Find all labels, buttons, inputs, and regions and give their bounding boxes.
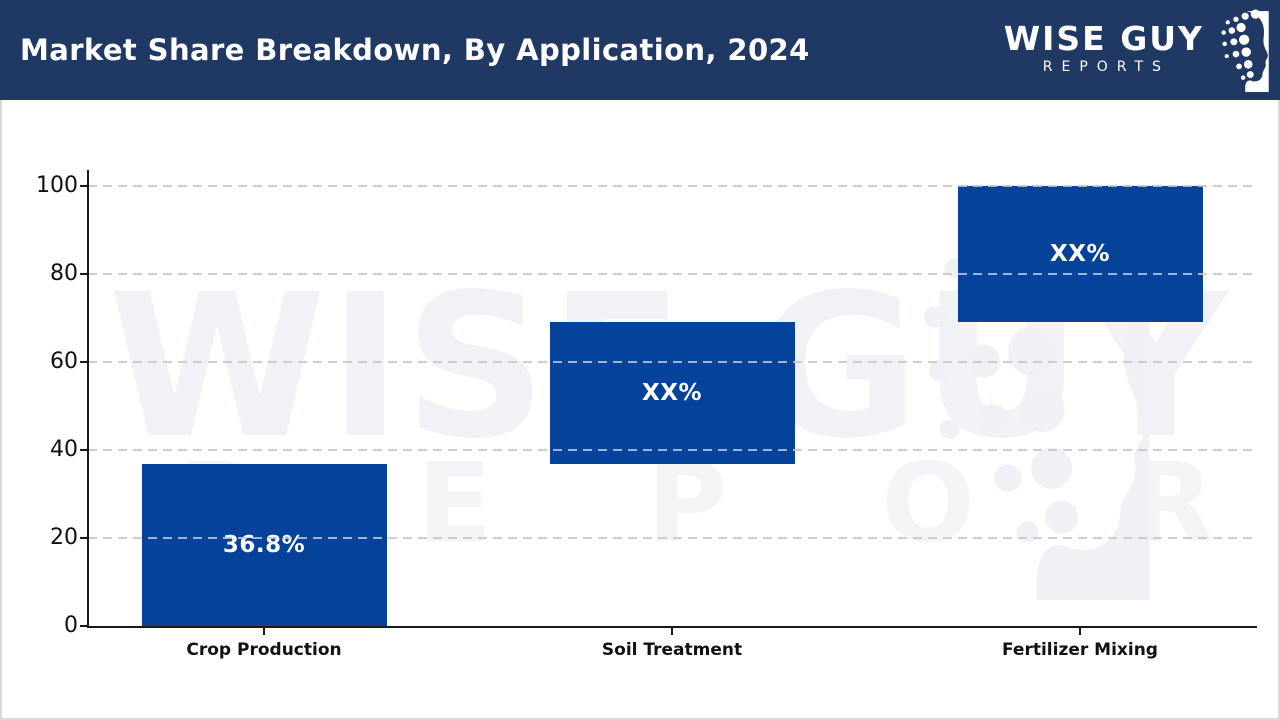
gridline bbox=[88, 449, 1257, 451]
x-axis-label: Crop Production bbox=[186, 640, 342, 660]
y-tick-label: 40 bbox=[50, 437, 78, 462]
bar-value-label: 36.8% bbox=[222, 532, 306, 559]
header-bar: Market Share Breakdown, By Application, … bbox=[0, 0, 1280, 100]
y-tick-label: 60 bbox=[50, 349, 78, 374]
frame-edge-left bbox=[0, 100, 2, 720]
y-tick-label: 20 bbox=[50, 525, 78, 550]
gridline bbox=[88, 185, 1257, 187]
y-tick-label: 100 bbox=[36, 173, 78, 198]
x-axis-line bbox=[87, 626, 1257, 628]
wiseguy-logo-text: WISE GUY REPORTS bbox=[1004, 22, 1204, 75]
wiseguy-logo-subtitle: REPORTS bbox=[1042, 59, 1170, 75]
wiseguy-head-icon bbox=[1221, 9, 1269, 92]
y-tick-label: 80 bbox=[50, 261, 78, 286]
x-tick bbox=[1079, 628, 1081, 635]
gridline bbox=[88, 361, 1257, 363]
x-axis-label: Fertilizer Mixing bbox=[1002, 640, 1158, 660]
y-tick bbox=[80, 449, 88, 451]
bar-value-label: XX% bbox=[641, 380, 702, 406]
page-title: Market Share Breakdown, By Application, … bbox=[20, 33, 810, 67]
y-axis-line bbox=[87, 170, 89, 628]
x-axis-label: Soil Treatment bbox=[601, 640, 743, 660]
y-tick bbox=[80, 625, 88, 627]
bar-segment: XX% bbox=[957, 186, 1203, 322]
wiseguy-logo-wordmark: WISE GUY bbox=[1003, 19, 1204, 58]
y-tick bbox=[80, 361, 88, 363]
wiseguy-logo: WISE GUY REPORTS bbox=[1004, 8, 1270, 92]
gridline bbox=[88, 273, 1257, 275]
x-tick bbox=[671, 628, 673, 635]
y-tick bbox=[80, 537, 88, 539]
y-tick bbox=[80, 185, 88, 187]
bar-segment: XX% bbox=[549, 321, 795, 465]
gridline bbox=[88, 537, 1257, 539]
y-tick-label: 0 bbox=[64, 613, 78, 638]
x-tick bbox=[263, 628, 265, 635]
bar-segment: 36.8% bbox=[141, 464, 387, 626]
frame-edge-right bbox=[1278, 100, 1280, 720]
frame-edge-bottom bbox=[0, 718, 1280, 720]
y-tick bbox=[80, 273, 88, 275]
bar-value-label: XX% bbox=[1049, 240, 1110, 267]
